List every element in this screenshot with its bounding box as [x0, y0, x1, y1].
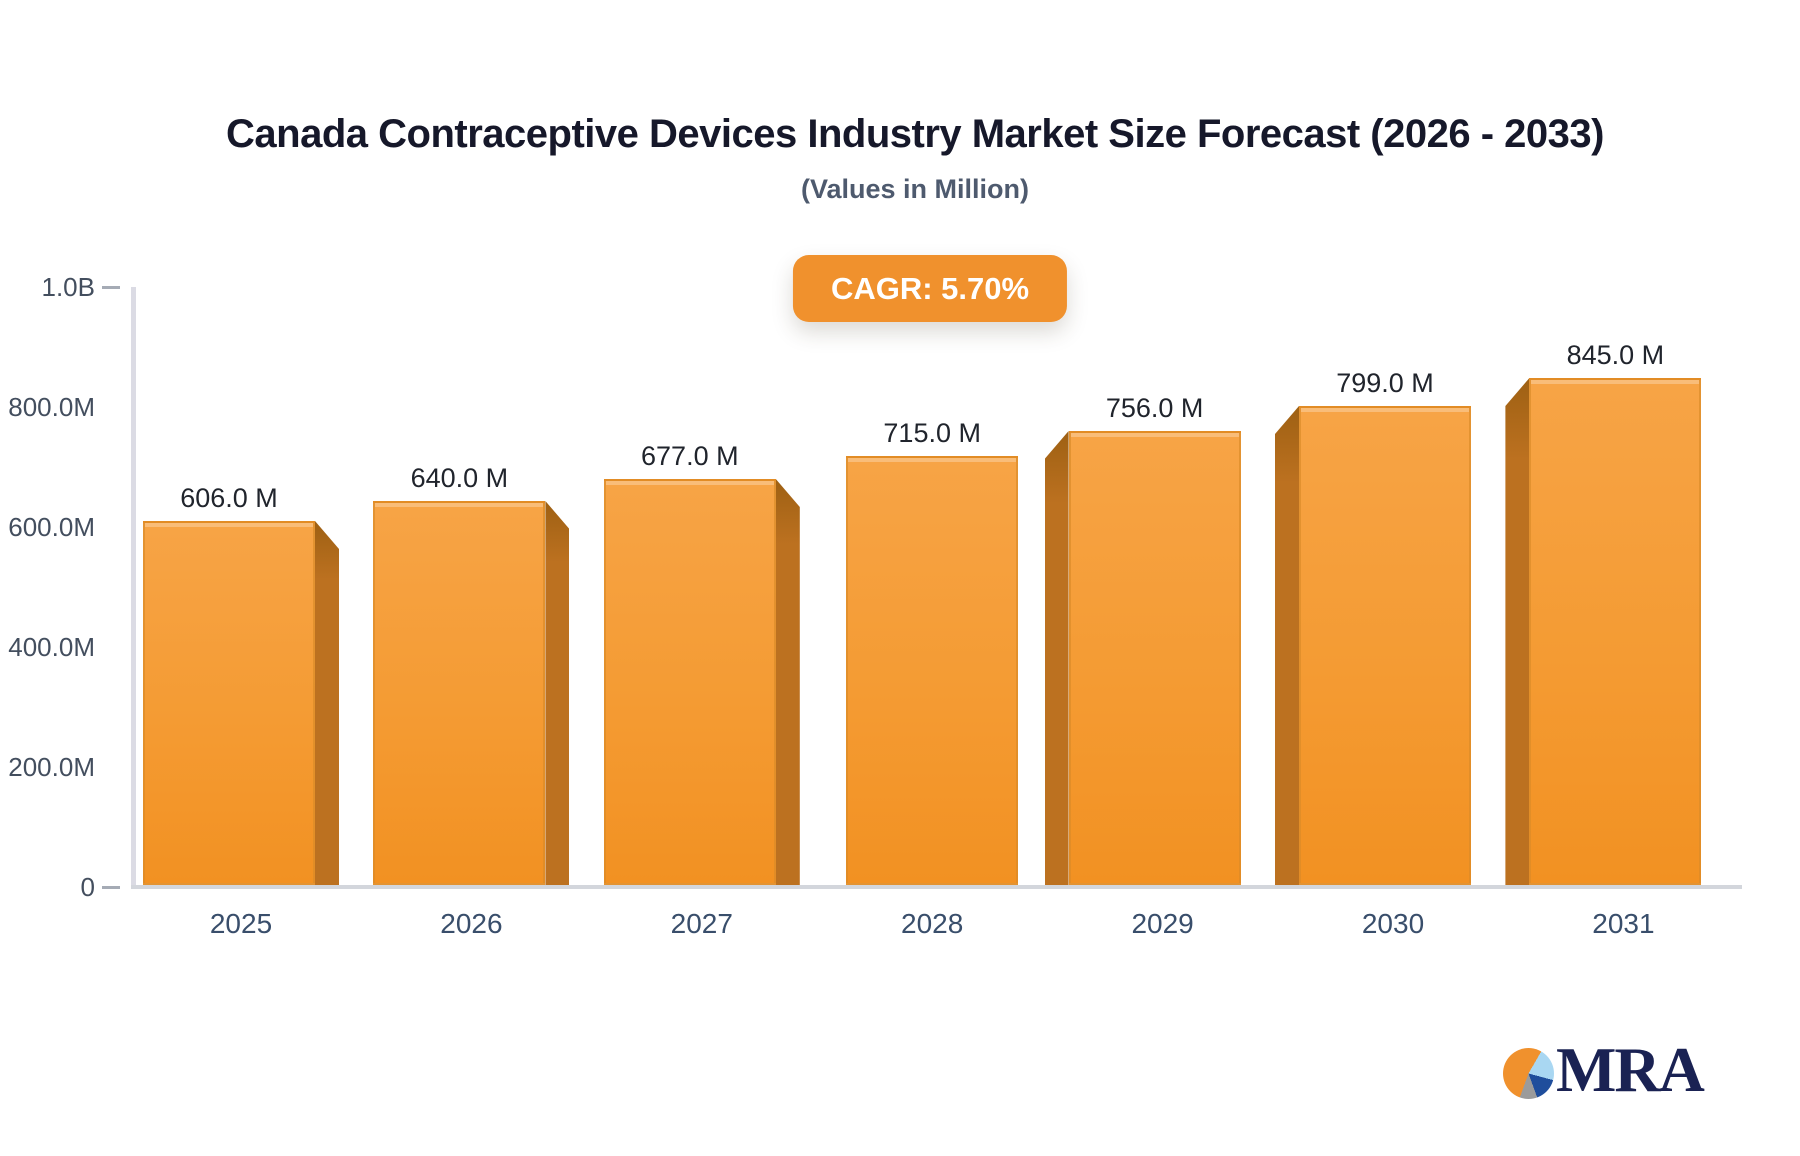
bar-2026[interactable]: [373, 501, 546, 885]
bar-value-label: 845.0 M: [1566, 340, 1665, 370]
pie-chart-logo-icon: [1503, 1047, 1554, 1099]
bar-group-2028: 715.0 M: [846, 418, 1019, 885]
y-axis-tick-label: 1.0B: [41, 272, 96, 302]
x-axis-label-2028: 2028: [901, 908, 964, 939]
bar-side-face: [1044, 431, 1069, 885]
y-axis-tick-label: 200.0M: [8, 752, 95, 782]
bar-value-label: 715.0 M: [883, 418, 981, 448]
y-axis-tick-label: 600.0M: [8, 512, 95, 542]
x-axis-label-2030: 2030: [1361, 908, 1425, 939]
y-axis-tick-label: 400.0M: [8, 632, 95, 662]
chart-subtitle: (Values in Million): [800, 174, 1030, 204]
bar-2029[interactable]: [1068, 431, 1241, 885]
bar-group-2030: 799.0 M: [1275, 368, 1471, 885]
bar-value-label: 756.0 M: [1105, 393, 1204, 423]
x-axis-label-2026: 2026: [440, 908, 503, 939]
chart-title: Canada Contraceptive Devices Industry Ma…: [226, 112, 1604, 156]
x-axis-label-2027: 2027: [670, 908, 733, 939]
bar-side-face: [1275, 406, 1299, 885]
cagr-badge: CAGR: 5.70%: [792, 255, 1068, 322]
bar-value-label: 640.0 M: [410, 463, 509, 493]
x-axis-label-2029: 2029: [1131, 908, 1194, 939]
bar-group-2026: 640.0 M: [373, 463, 570, 885]
bar-side-face: [315, 521, 339, 885]
x-axis-label-2025: 2025: [209, 908, 273, 939]
bar-value-label: 677.0 M: [641, 441, 739, 471]
y-axis-tick-label: 0: [80, 872, 95, 902]
y-axis-line: [131, 287, 136, 887]
bar-2030[interactable]: [1299, 406, 1471, 885]
bar-group-2025: 606.0 M: [143, 483, 339, 885]
bar-group-2027: 677.0 M: [603, 441, 800, 885]
y-axis-tick-label: 800.0M: [8, 392, 95, 422]
logo-text: MRA: [1556, 1034, 1705, 1105]
bar-2028[interactable]: [846, 456, 1019, 885]
bar-value-label: 799.0 M: [1336, 368, 1434, 398]
bar-2025[interactable]: [143, 521, 315, 885]
x-axis-line: [131, 885, 1742, 889]
x-axis-label-2031: 2031: [1592, 908, 1655, 939]
y-axis-tick-mark: [102, 285, 120, 289]
bar-side-face: [775, 479, 800, 885]
bar-group-2031: 845.0 M: [1505, 340, 1702, 885]
mra-logo: MRA: [1503, 1034, 1705, 1108]
bar-side-face: [545, 501, 570, 885]
bar-value-label: 606.0 M: [180, 483, 278, 513]
bar-group-2029: 756.0 M: [1044, 393, 1241, 885]
bar-side-face: [1505, 378, 1530, 885]
bar-2027[interactable]: [603, 479, 776, 885]
y-axis-tick-mark: [102, 885, 120, 889]
bar-2031[interactable]: [1529, 378, 1702, 885]
